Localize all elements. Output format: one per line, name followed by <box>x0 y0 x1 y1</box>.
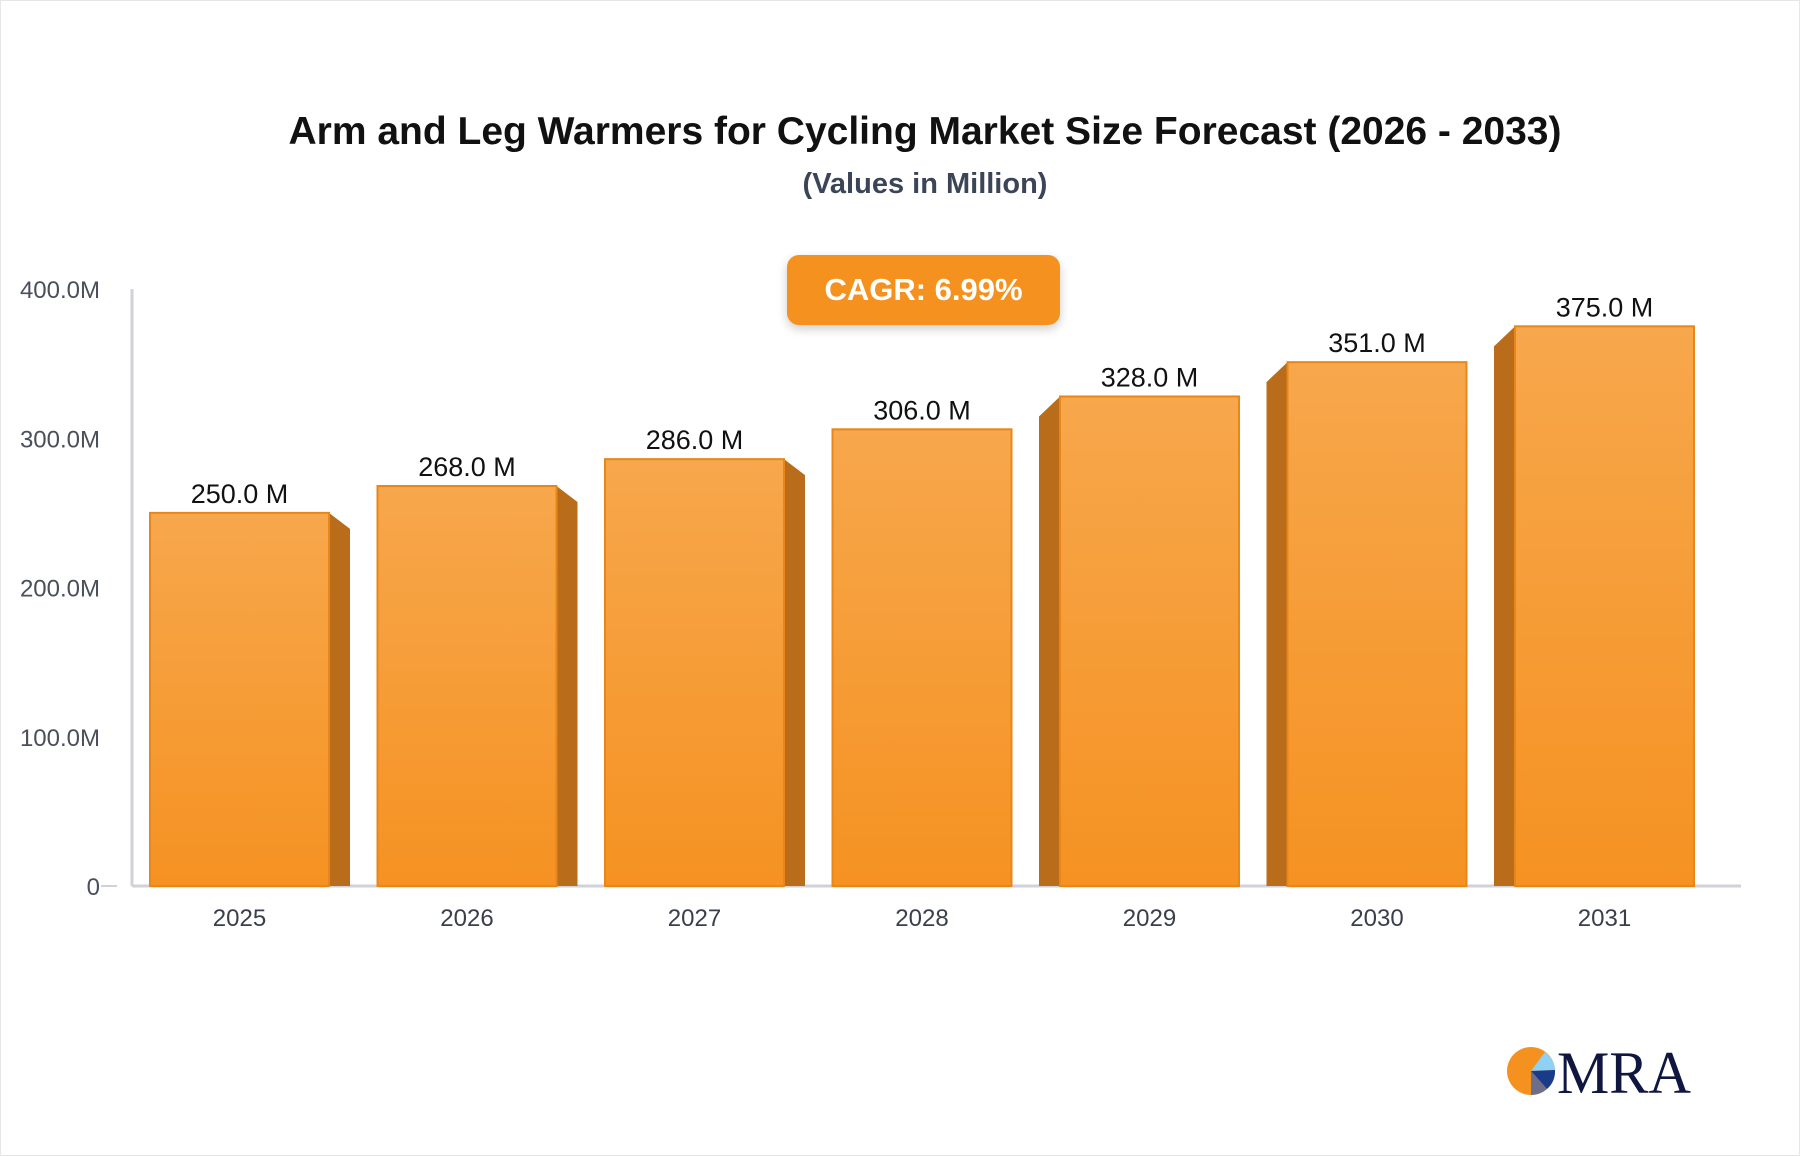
logo-text: MRA <box>1557 1043 1691 1099</box>
x-tick-label: 2025 <box>213 905 266 932</box>
data-label: 375.0 M <box>1556 292 1654 322</box>
x-tick-label: 2028 <box>895 905 948 932</box>
bar-side <box>784 459 805 886</box>
y-tick-label: 200.0M <box>20 576 100 603</box>
data-label: 286.0 M <box>646 425 744 455</box>
data-label: 328.0 M <box>1101 362 1199 392</box>
bar-side <box>556 486 578 886</box>
bar-2029 <box>1059 395 1240 887</box>
bar-side <box>329 512 350 886</box>
bar-side <box>1266 362 1288 886</box>
data-label: 351.0 M <box>1328 328 1426 358</box>
y-tick-label: 0 <box>87 874 100 901</box>
y-tick-label: 300.0M <box>20 426 100 453</box>
chart-subtitle: (Values in Million) <box>802 168 1048 200</box>
chart-title: Arm and Leg Warmers for Cycling Market S… <box>288 110 1562 153</box>
bar-2027 <box>604 458 785 887</box>
x-tick-label: 2030 <box>1350 905 1403 932</box>
bar-side <box>1494 326 1515 886</box>
x-tick-label: 2026 <box>440 905 493 932</box>
data-label: 250.0 M <box>191 479 289 509</box>
mra-logo: MRA <box>1507 1043 1691 1099</box>
bar-side <box>1039 396 1060 886</box>
y-tick-label: 100.0M <box>20 725 100 752</box>
bar-2026 <box>376 485 558 887</box>
x-tick-label: 2031 <box>1578 905 1631 932</box>
data-label: 268.0 M <box>418 452 516 482</box>
y-tick-label: 400.0M <box>20 277 100 304</box>
x-tick-label: 2029 <box>1123 905 1176 932</box>
data-label: 306.0 M <box>873 395 971 425</box>
x-tick-label: 2027 <box>668 905 721 932</box>
bar-2031 <box>1514 325 1695 887</box>
bar-2028 <box>831 428 1013 887</box>
bar-2030 <box>1286 361 1468 887</box>
cagr-badge: CAGR: 6.99% <box>787 255 1060 325</box>
bar-2025 <box>149 511 330 887</box>
